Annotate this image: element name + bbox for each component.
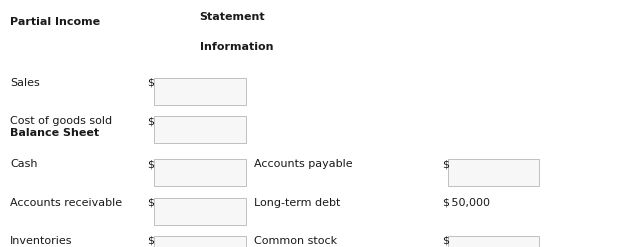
Text: 50,000: 50,000	[448, 198, 490, 207]
FancyBboxPatch shape	[154, 198, 246, 225]
FancyBboxPatch shape	[154, 159, 246, 186]
Text: $: $	[147, 236, 154, 246]
Text: Accounts receivable: Accounts receivable	[10, 198, 122, 207]
Text: Inventories: Inventories	[10, 236, 73, 246]
FancyBboxPatch shape	[154, 78, 246, 105]
Text: $: $	[147, 78, 154, 88]
FancyBboxPatch shape	[448, 236, 539, 247]
Text: Cost of goods sold: Cost of goods sold	[10, 116, 112, 126]
Text: $: $	[442, 198, 449, 207]
Text: Accounts payable: Accounts payable	[254, 159, 353, 169]
FancyBboxPatch shape	[154, 116, 246, 143]
Text: $: $	[442, 236, 449, 246]
Text: Statement: Statement	[200, 12, 265, 22]
Text: $: $	[147, 159, 154, 169]
FancyBboxPatch shape	[448, 159, 539, 186]
Text: Sales: Sales	[10, 78, 40, 88]
Text: Cash: Cash	[10, 159, 37, 169]
Text: Common stock: Common stock	[254, 236, 337, 246]
Text: Information: Information	[200, 42, 273, 52]
Text: $: $	[442, 159, 449, 169]
Text: $: $	[147, 116, 154, 126]
Text: $: $	[147, 198, 154, 207]
Text: Balance Sheet: Balance Sheet	[10, 128, 99, 138]
FancyBboxPatch shape	[154, 236, 246, 247]
Text: Long-term debt: Long-term debt	[254, 198, 340, 207]
Text: Partial Income: Partial Income	[10, 17, 100, 27]
